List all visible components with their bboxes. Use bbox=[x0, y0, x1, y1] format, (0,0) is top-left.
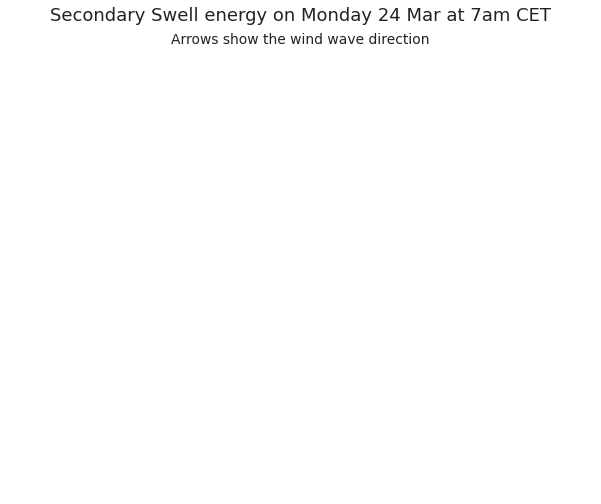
Text: Secondary Swell energy on Monday 24 Mar at 7am CET: Secondary Swell energy on Monday 24 Mar … bbox=[50, 7, 551, 25]
Text: Map (requires cartopy or geopandas): Map (requires cartopy or geopandas) bbox=[171, 271, 430, 285]
Text: Arrows show the wind wave direction: Arrows show the wind wave direction bbox=[171, 33, 430, 47]
